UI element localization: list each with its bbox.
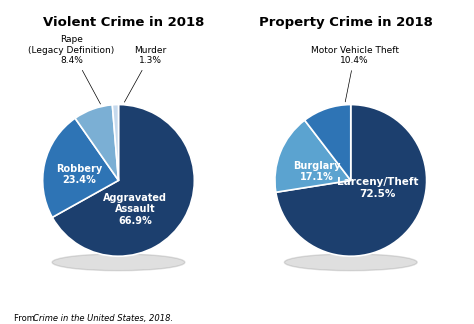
Ellipse shape: [52, 254, 185, 271]
Text: Motor Vehicle Theft
10.4%: Motor Vehicle Theft 10.4%: [310, 46, 399, 102]
Wedge shape: [52, 105, 194, 256]
Wedge shape: [112, 105, 118, 180]
Wedge shape: [305, 105, 351, 180]
Text: Property Crime in 2018: Property Crime in 2018: [259, 16, 433, 29]
Text: Violent Crime in 2018: Violent Crime in 2018: [43, 16, 204, 29]
Text: Burglary
17.1%: Burglary 17.1%: [293, 160, 340, 182]
Text: From: From: [14, 314, 38, 323]
Text: Rape
(Legacy Definition)
8.4%: Rape (Legacy Definition) 8.4%: [28, 35, 115, 104]
Text: Crime in the United States, 2018.: Crime in the United States, 2018.: [33, 314, 173, 323]
Wedge shape: [275, 120, 351, 192]
Wedge shape: [43, 118, 118, 217]
Wedge shape: [75, 105, 118, 180]
Text: Larceny/Theft
72.5%: Larceny/Theft 72.5%: [337, 177, 418, 199]
Text: Murder
1.3%: Murder 1.3%: [124, 46, 166, 102]
Text: Robbery
23.4%: Robbery 23.4%: [56, 164, 102, 185]
Wedge shape: [276, 105, 427, 256]
Ellipse shape: [284, 254, 417, 271]
Text: Aggravated
Assault
66.9%: Aggravated Assault 66.9%: [103, 193, 167, 226]
